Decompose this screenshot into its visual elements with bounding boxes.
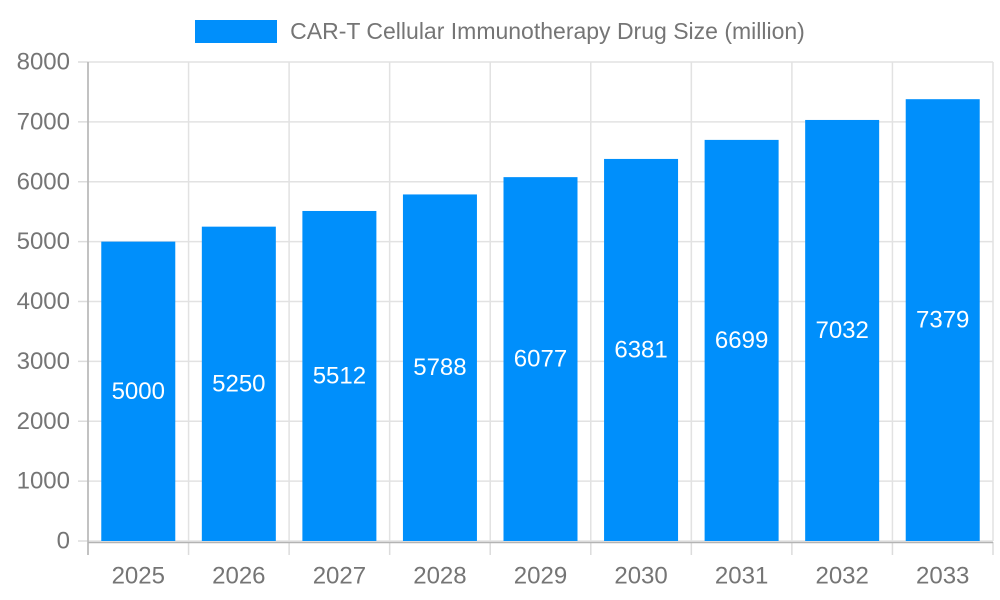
bar-2026[interactable] [201,226,276,541]
y-axis-label-8000: 8000 [17,49,70,76]
bar-2025[interactable] [101,241,176,541]
bar-value-label-2028: 5788 [413,354,466,381]
y-axis-label-5000: 5000 [17,228,70,255]
y-axis-label-1000: 1000 [17,468,70,495]
x-axis-label-2027: 2027 [313,563,366,590]
bar-2031[interactable] [704,139,779,541]
bar-value-label-2031: 6699 [715,327,768,354]
bar-2029[interactable] [503,177,578,541]
bar-value-label-2032: 7032 [815,317,868,344]
bar-2033[interactable] [905,99,980,541]
x-axis-label-2026: 2026 [212,563,265,590]
bar-2030[interactable] [604,158,679,541]
x-axis-label-2025: 2025 [112,563,165,590]
legend[interactable]: CAR-T Cellular Immunotherapy Drug Size (… [0,19,1000,43]
legend-series-label: CAR-T Cellular Immunotherapy Drug Size (… [290,18,805,44]
bar-value-label-2030: 6381 [614,336,667,363]
x-axis-label-2032: 2032 [815,563,868,590]
y-axis-label-4000: 4000 [17,288,70,315]
y-axis-label-3000: 3000 [17,348,70,375]
x-axis-label-2031: 2031 [715,563,768,590]
bar-value-label-2033: 7379 [916,307,969,334]
y-axis-label-0: 0 [57,528,70,555]
x-axis-label-2030: 2030 [614,563,667,590]
y-axis-label-6000: 6000 [17,168,70,195]
bar-2028[interactable] [402,194,477,542]
bar-value-label-2029: 6077 [514,346,567,373]
legend-swatch-icon [195,19,278,43]
bar-value-label-2025: 5000 [112,378,165,405]
y-axis-label-2000: 2000 [17,408,70,435]
y-axis-label-7000: 7000 [17,108,70,135]
bar-2032[interactable] [805,119,880,542]
bar-value-label-2026: 5250 [212,370,265,397]
x-axis-label-2028: 2028 [413,563,466,590]
x-axis-label-2033: 2033 [916,563,969,590]
x-axis-label-2029: 2029 [514,563,567,590]
bar-value-label-2027: 5512 [313,362,366,389]
bar-2027[interactable] [302,210,377,541]
